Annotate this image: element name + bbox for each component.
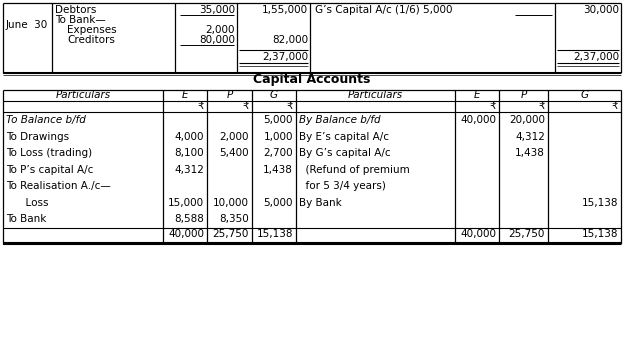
Text: 2,37,000: 2,37,000: [573, 52, 619, 62]
Text: 40,000: 40,000: [460, 230, 496, 239]
Text: ₹: ₹: [242, 102, 249, 112]
Text: 1,438: 1,438: [263, 165, 293, 175]
Text: 15,138: 15,138: [582, 230, 618, 239]
Text: Debtors: Debtors: [55, 5, 96, 15]
Text: ₹: ₹: [612, 102, 618, 112]
Text: 4,312: 4,312: [515, 132, 545, 142]
Text: Expenses: Expenses: [67, 25, 117, 35]
Text: To Bank—: To Bank—: [55, 15, 105, 25]
Text: 8,588: 8,588: [174, 214, 204, 224]
Text: 4,312: 4,312: [174, 165, 204, 175]
Text: 20,000: 20,000: [509, 115, 545, 125]
Text: for 5 3/4 years): for 5 3/4 years): [299, 181, 386, 191]
Text: G: G: [270, 91, 278, 100]
Text: E: E: [474, 91, 480, 100]
Text: 40,000: 40,000: [460, 115, 496, 125]
Text: 25,750: 25,750: [213, 230, 249, 239]
Text: 82,000: 82,000: [272, 35, 308, 45]
Text: 30,000: 30,000: [583, 5, 619, 15]
Text: ₹: ₹: [286, 102, 293, 112]
Text: 5,000: 5,000: [263, 115, 293, 125]
Text: ₹: ₹: [539, 102, 545, 112]
Text: ₹: ₹: [489, 102, 496, 112]
Text: 80,000: 80,000: [199, 35, 235, 45]
Text: 35,000: 35,000: [199, 5, 235, 15]
Text: 15,138: 15,138: [582, 198, 618, 208]
Text: Loss: Loss: [6, 198, 49, 208]
Text: 5,400: 5,400: [220, 148, 249, 158]
Text: 2,000: 2,000: [205, 25, 235, 35]
Text: To Loss (trading): To Loss (trading): [6, 148, 92, 158]
Text: To Drawings: To Drawings: [6, 132, 69, 142]
Text: 8,350: 8,350: [219, 214, 249, 224]
Text: 40,000: 40,000: [168, 230, 204, 239]
Text: 15,000: 15,000: [168, 198, 204, 208]
Text: 25,750: 25,750: [509, 230, 545, 239]
Text: 2,700: 2,700: [263, 148, 293, 158]
Text: P: P: [227, 91, 233, 100]
Text: Particulars: Particulars: [348, 91, 403, 100]
Text: Creditors: Creditors: [67, 35, 115, 45]
Text: 2,000: 2,000: [220, 132, 249, 142]
Text: 1,000: 1,000: [263, 132, 293, 142]
Text: Capital Accounts: Capital Accounts: [253, 74, 371, 86]
Text: By E’s capital A/c: By E’s capital A/c: [299, 132, 389, 142]
Text: Particulars: Particulars: [56, 91, 110, 100]
Text: June  30: June 30: [6, 20, 48, 30]
Text: 5,000: 5,000: [263, 198, 293, 208]
Text: E: E: [182, 91, 188, 100]
Text: To Realisation A./c—: To Realisation A./c—: [6, 181, 110, 191]
Text: By Bank: By Bank: [299, 198, 342, 208]
Text: P: P: [520, 91, 527, 100]
Text: 1,438: 1,438: [515, 148, 545, 158]
Text: (Refund of premium: (Refund of premium: [299, 165, 410, 175]
Text: G’s Capital A/c (1/6) 5,000: G’s Capital A/c (1/6) 5,000: [315, 5, 452, 15]
Text: 2,37,000: 2,37,000: [262, 52, 308, 62]
Text: By Balance b/fd: By Balance b/fd: [299, 115, 381, 125]
Text: 8,100: 8,100: [174, 148, 204, 158]
Text: By G’s capital A/c: By G’s capital A/c: [299, 148, 391, 158]
Text: To Balance b/fd: To Balance b/fd: [6, 115, 86, 125]
Text: 10,000: 10,000: [213, 198, 249, 208]
Text: To P’s capital A/c: To P’s capital A/c: [6, 165, 94, 175]
Text: G: G: [580, 91, 588, 100]
Text: 1,55,000: 1,55,000: [262, 5, 308, 15]
Text: 15,138: 15,138: [256, 230, 293, 239]
Text: To Bank: To Bank: [6, 214, 46, 224]
Text: ₹: ₹: [197, 102, 204, 112]
Text: 4,000: 4,000: [175, 132, 204, 142]
